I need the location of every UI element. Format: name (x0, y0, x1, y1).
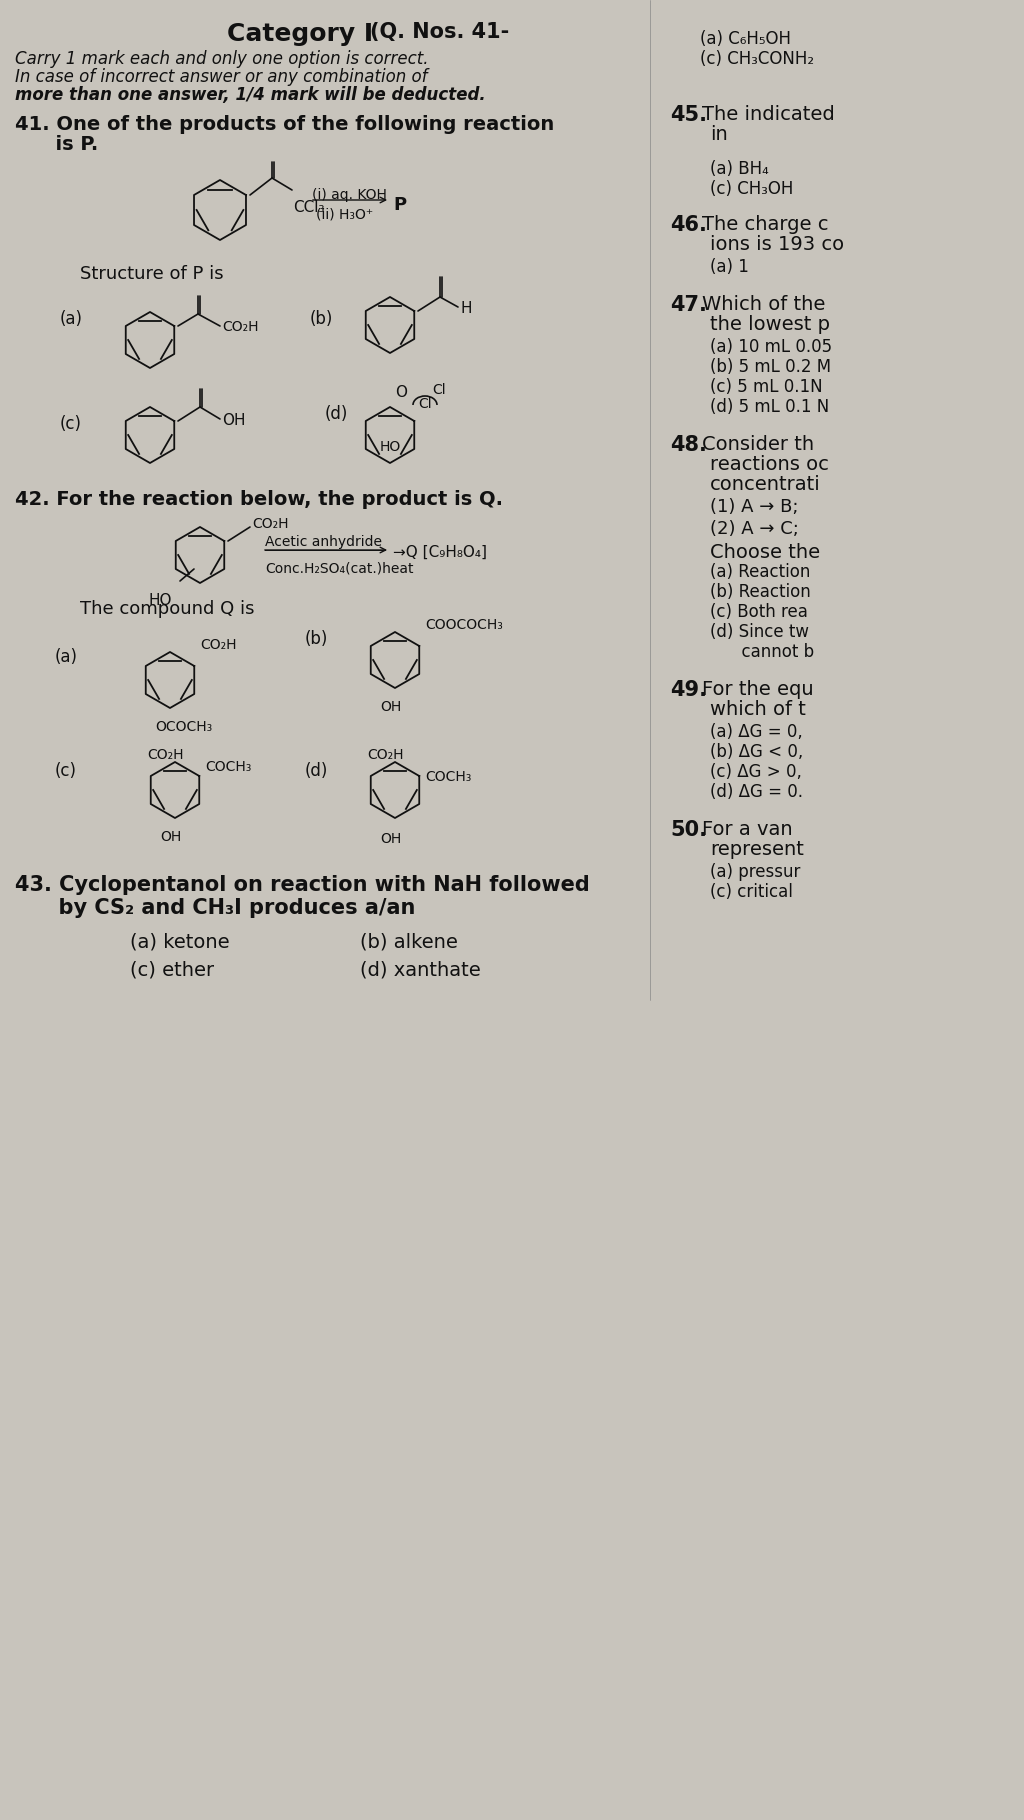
Text: OCOCH₃: OCOCH₃ (155, 721, 212, 733)
Text: (a) 1: (a) 1 (710, 258, 749, 277)
Text: (a) C₆H₅OH: (a) C₆H₅OH (700, 29, 791, 47)
Text: 43. Cyclopentanol on reaction with NaH followed: 43. Cyclopentanol on reaction with NaH f… (15, 875, 590, 895)
Text: (c) CH₃CONH₂: (c) CH₃CONH₂ (700, 49, 814, 67)
Text: (c): (c) (55, 763, 77, 781)
Text: (Q. Nos. 41-: (Q. Nos. 41- (370, 22, 509, 42)
Text: Carry 1 mark each and only one option is correct.: Carry 1 mark each and only one option is… (15, 49, 428, 67)
Text: (c) ether: (c) ether (130, 959, 214, 979)
Text: (d) 5 mL 0.1 N: (d) 5 mL 0.1 N (710, 399, 829, 417)
Text: CO₂H: CO₂H (200, 639, 237, 652)
Text: more than one answer, 1/4 mark will be deducted.: more than one answer, 1/4 mark will be d… (15, 86, 485, 104)
Text: The compound Q is: The compound Q is (80, 601, 255, 619)
Text: concentrati: concentrati (710, 475, 821, 493)
Text: (c) critical: (c) critical (710, 883, 793, 901)
Text: Acetic anhydride: Acetic anhydride (265, 535, 382, 550)
Text: is P.: is P. (15, 135, 98, 155)
Text: the lowest p: the lowest p (710, 315, 830, 335)
Text: ions is 193 co: ions is 193 co (710, 235, 844, 255)
Text: COCH₃: COCH₃ (205, 761, 251, 774)
Text: Cl: Cl (432, 382, 445, 397)
Text: (a): (a) (60, 309, 83, 328)
Text: (d): (d) (305, 763, 329, 781)
Text: (d) xanthate: (d) xanthate (360, 959, 480, 979)
Text: reactions oc: reactions oc (710, 455, 828, 473)
Text: OH: OH (160, 830, 181, 844)
Text: (a) ketone: (a) ketone (130, 932, 229, 952)
Text: CO₂H: CO₂H (147, 748, 183, 763)
Text: Choose the: Choose the (710, 542, 820, 562)
Text: (ii) H₃O⁺: (ii) H₃O⁺ (316, 207, 373, 222)
Text: (c) CH₃OH: (c) CH₃OH (710, 180, 794, 198)
Text: 49.: 49. (670, 681, 707, 701)
Text: (d): (d) (325, 406, 348, 422)
Text: 50.: 50. (670, 821, 707, 841)
Text: P: P (393, 197, 407, 215)
Text: (a) ΔG = 0,: (a) ΔG = 0, (710, 723, 803, 741)
Text: HO: HO (380, 440, 401, 453)
Text: (c) 5 mL 0.1N: (c) 5 mL 0.1N (710, 379, 822, 397)
Text: 48.: 48. (670, 435, 707, 455)
Text: O: O (395, 386, 407, 400)
Text: (c): (c) (60, 415, 82, 433)
Text: For a van: For a van (702, 821, 793, 839)
Text: Cl: Cl (418, 397, 432, 411)
Text: in: in (710, 126, 728, 144)
Text: →Q [C₉H₈O₄]: →Q [C₉H₈O₄] (393, 544, 487, 561)
Text: CO₂H: CO₂H (252, 517, 289, 531)
Text: (a) 10 mL 0.05: (a) 10 mL 0.05 (710, 339, 833, 357)
Text: which of t: which of t (710, 701, 806, 719)
Text: OH: OH (380, 701, 401, 713)
Text: (b) Reaction: (b) Reaction (710, 582, 811, 601)
Text: (b): (b) (310, 309, 334, 328)
Text: (a) BH₄: (a) BH₄ (710, 160, 769, 178)
Text: (i) aq. KOH: (i) aq. KOH (312, 187, 387, 202)
Text: 46.: 46. (670, 215, 707, 235)
Text: COCH₃: COCH₃ (425, 770, 471, 784)
Text: (1) A → B;: (1) A → B; (710, 499, 799, 517)
Text: by CS₂ and CH₃I produces a/an: by CS₂ and CH₃I produces a/an (15, 897, 416, 917)
Text: Consider th: Consider th (702, 435, 814, 453)
Text: CO₂H: CO₂H (367, 748, 403, 763)
Text: (a) pressur: (a) pressur (710, 863, 801, 881)
Text: 41. One of the products of the following reaction: 41. One of the products of the following… (15, 115, 554, 135)
Text: H: H (460, 300, 471, 317)
Text: COOCOCH₃: COOCOCH₃ (425, 619, 503, 632)
Text: 45.: 45. (670, 106, 707, 126)
Text: (c) Both rea: (c) Both rea (710, 602, 808, 621)
Text: (d) ΔG = 0.: (d) ΔG = 0. (710, 783, 803, 801)
Text: OH: OH (380, 832, 401, 846)
Text: (b): (b) (305, 630, 329, 648)
Text: (a) Reaction: (a) Reaction (710, 562, 810, 581)
Text: Structure of P is: Structure of P is (80, 266, 223, 282)
Text: Category I: Category I (227, 22, 373, 46)
Text: cannot b: cannot b (710, 642, 814, 661)
Text: (c) ΔG > 0,: (c) ΔG > 0, (710, 763, 802, 781)
Text: (b) 5 mL 0.2 M: (b) 5 mL 0.2 M (710, 359, 831, 377)
Text: In case of incorrect answer or any combination of: In case of incorrect answer or any combi… (15, 67, 427, 86)
Text: (2) A → C;: (2) A → C; (710, 521, 799, 539)
Text: CCl₃: CCl₃ (293, 200, 325, 215)
Text: 47.: 47. (670, 295, 707, 315)
Text: 42. For the reaction below, the product is Q.: 42. For the reaction below, the product … (15, 490, 503, 510)
Text: HO: HO (148, 593, 171, 608)
Text: (a): (a) (55, 648, 78, 666)
Text: Which of the: Which of the (702, 295, 825, 315)
Text: The charge c: The charge c (702, 215, 828, 235)
Text: OH: OH (222, 413, 246, 428)
Text: For the equ: For the equ (702, 681, 814, 699)
Text: CO₂H: CO₂H (222, 320, 258, 335)
Text: (d) Since tw: (d) Since tw (710, 622, 809, 641)
Text: Conc.H₂SO₄(cat.)heat: Conc.H₂SO₄(cat.)heat (265, 562, 414, 575)
Text: (b) alkene: (b) alkene (360, 932, 458, 952)
Text: (b) ΔG < 0,: (b) ΔG < 0, (710, 743, 803, 761)
Text: represent: represent (710, 841, 804, 859)
Text: The indicated: The indicated (702, 106, 835, 124)
